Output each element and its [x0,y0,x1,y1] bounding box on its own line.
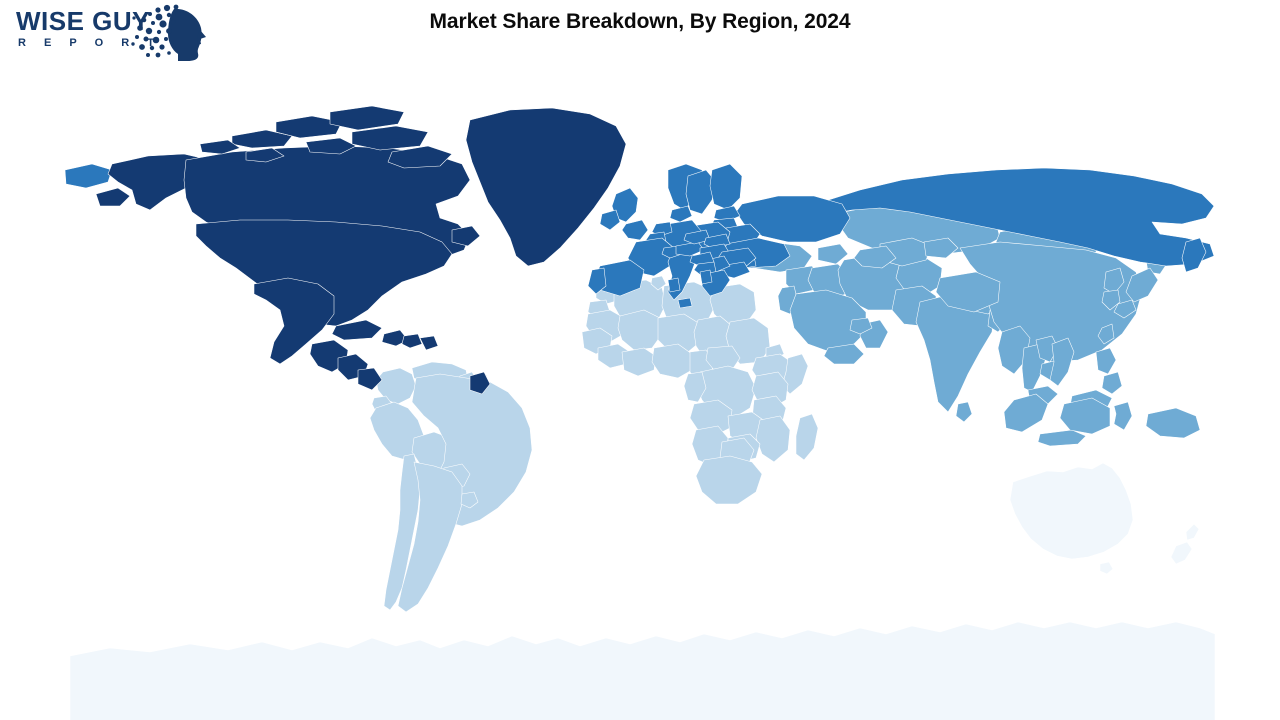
region-low-share[interactable] [369,275,819,613]
region-oceania-antarctica[interactable] [69,462,1216,720]
logo-wordmark: WISE GUY [16,6,151,36]
region-europe[interactable] [64,163,1215,309]
logo-subwordmark: R E P O R T S [18,37,187,49]
world-map-container [0,52,1280,720]
region-north-america[interactable] [95,105,627,395]
page-title: Market Share Breakdown, By Region, 2024 [429,10,851,33]
wise-guy-reports-logo[interactable]: WISE GUY R E P O R T S [10,4,210,62]
world-choropleth-map[interactable] [0,52,1280,720]
head-profile-network-icon [131,4,206,62]
